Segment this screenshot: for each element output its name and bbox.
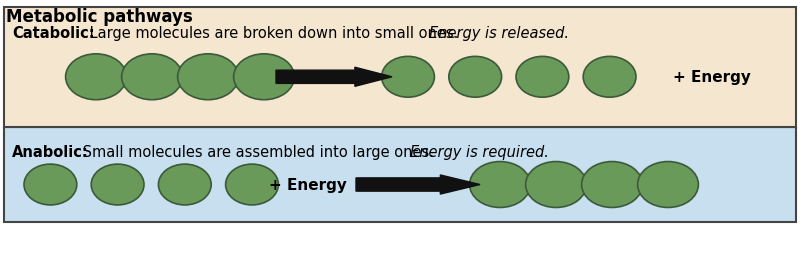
Ellipse shape (526, 162, 586, 208)
Ellipse shape (449, 57, 502, 98)
Text: Energy is released.: Energy is released. (429, 25, 569, 40)
Text: + Energy: + Energy (673, 70, 751, 85)
Ellipse shape (234, 55, 294, 100)
Text: Catabolic:: Catabolic: (12, 25, 94, 40)
Ellipse shape (226, 165, 278, 205)
Ellipse shape (583, 57, 636, 98)
Polygon shape (356, 175, 480, 194)
Text: Large molecules are broken down into small ones.: Large molecules are broken down into sma… (85, 25, 462, 40)
Ellipse shape (122, 55, 182, 100)
Ellipse shape (516, 57, 569, 98)
Ellipse shape (66, 55, 126, 100)
Ellipse shape (91, 165, 144, 205)
Text: + Energy: + Energy (269, 177, 347, 192)
Polygon shape (276, 68, 392, 87)
Bar (4, 8, 796, 127)
Ellipse shape (470, 162, 530, 208)
Text: Metabolic pathways: Metabolic pathways (6, 8, 193, 26)
Text: Small molecules are assembled into large ones.: Small molecules are assembled into large… (78, 145, 439, 160)
Text: Energy is required.: Energy is required. (410, 145, 550, 160)
Ellipse shape (638, 162, 698, 208)
Ellipse shape (582, 162, 642, 208)
Ellipse shape (24, 165, 77, 205)
Bar (4, 127, 796, 222)
Ellipse shape (382, 57, 434, 98)
Ellipse shape (178, 55, 238, 100)
Ellipse shape (158, 165, 211, 205)
Text: Anabolic:: Anabolic: (12, 145, 89, 160)
